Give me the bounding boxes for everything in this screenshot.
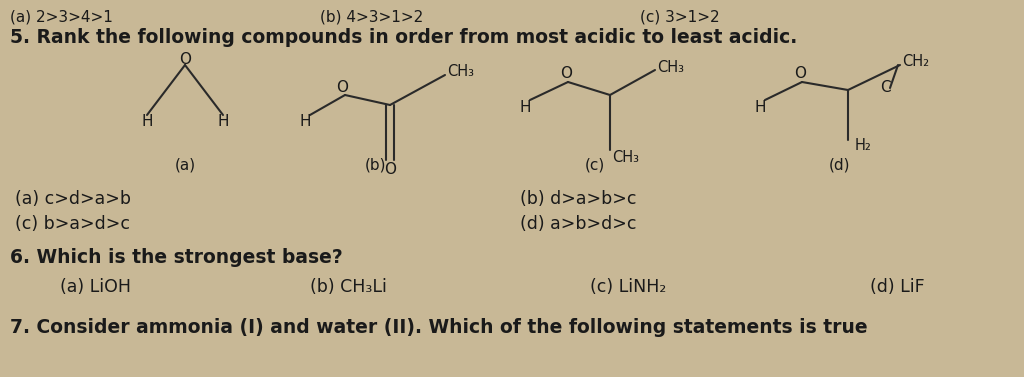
Text: (d) a>b>d>c: (d) a>b>d>c bbox=[520, 215, 637, 233]
Text: O: O bbox=[560, 66, 572, 81]
Text: (a) c>d>a>b: (a) c>d>a>b bbox=[15, 190, 131, 208]
Text: O: O bbox=[179, 52, 191, 67]
Text: H: H bbox=[141, 113, 153, 129]
Text: (b) 4>3>1>2: (b) 4>3>1>2 bbox=[319, 10, 423, 25]
Text: O: O bbox=[794, 66, 806, 81]
Text: 5. Rank the following compounds in order from most acidic to least acidic.: 5. Rank the following compounds in order… bbox=[10, 28, 798, 47]
Text: H: H bbox=[299, 115, 310, 130]
Text: (b) CH₃Li: (b) CH₃Li bbox=[310, 278, 387, 296]
Text: (d): (d) bbox=[829, 158, 851, 173]
Text: (c): (c) bbox=[585, 158, 605, 173]
Text: (b): (b) bbox=[365, 158, 386, 173]
Text: 7. Consider ammonia (I) and water (II). Which of the following statements is tru: 7. Consider ammonia (I) and water (II). … bbox=[10, 318, 867, 337]
Text: H: H bbox=[217, 113, 228, 129]
Text: (a) 2>3>4>1: (a) 2>3>4>1 bbox=[10, 10, 113, 25]
Text: 6. Which is the strongest base?: 6. Which is the strongest base? bbox=[10, 248, 343, 267]
Text: CH₃: CH₃ bbox=[612, 150, 640, 166]
Text: O: O bbox=[384, 162, 396, 178]
Text: O: O bbox=[336, 80, 348, 95]
Text: (a): (a) bbox=[174, 158, 196, 173]
Text: CH₃: CH₃ bbox=[447, 64, 474, 80]
Text: (d) LiF: (d) LiF bbox=[870, 278, 925, 296]
Text: (c) b>a>d>c: (c) b>a>d>c bbox=[15, 215, 130, 233]
Text: H: H bbox=[755, 100, 766, 115]
Text: H₂: H₂ bbox=[855, 138, 871, 153]
Text: C: C bbox=[880, 80, 890, 95]
Text: (c) 3>1>2: (c) 3>1>2 bbox=[640, 10, 720, 25]
Text: CH₃: CH₃ bbox=[657, 60, 684, 75]
Text: (a) LiOH: (a) LiOH bbox=[60, 278, 131, 296]
Text: (c) LiNH₂: (c) LiNH₂ bbox=[590, 278, 667, 296]
Text: H: H bbox=[519, 100, 530, 115]
Text: (b) d>a>b>c: (b) d>a>b>c bbox=[520, 190, 637, 208]
Text: CH₂: CH₂ bbox=[902, 55, 930, 69]
